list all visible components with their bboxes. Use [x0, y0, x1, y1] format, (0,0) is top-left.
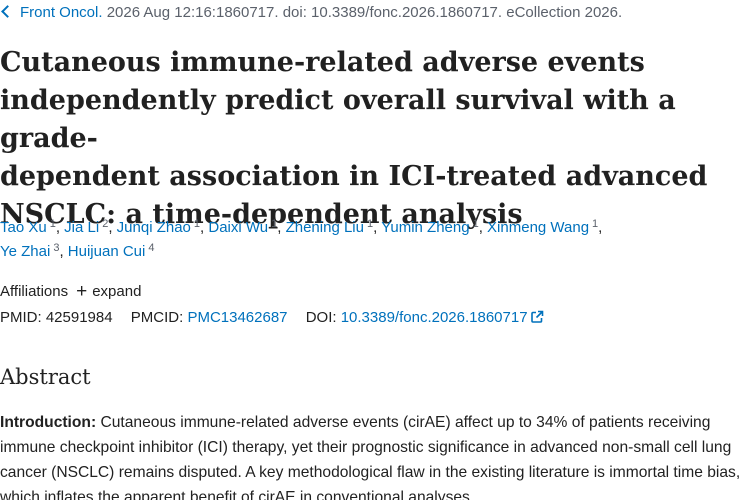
affiliation-ref[interactable]: 1 — [49, 218, 56, 230]
author-link[interactable]: Zhening Liu — [285, 219, 364, 236]
author-link[interactable]: Yumin Zheng — [381, 219, 470, 236]
chevron-left-icon — [1, 5, 14, 18]
author-link[interactable]: Ye Zhai — [0, 243, 51, 260]
author-item: Xinmeng Wang 1 — [487, 218, 599, 237]
introduction-text: Cutaneous immune-related adverse events … — [0, 414, 741, 500]
title-line: NSCLC: a time-dependent analysis — [0, 199, 523, 230]
author-item: Tao Xu 1 — [0, 218, 56, 237]
doi-label: DOI: — [305, 309, 337, 326]
author-link[interactable]: Daixi Wu — [208, 219, 269, 236]
expand-label: expand — [92, 283, 142, 300]
journal-link[interactable]: Front Oncol. — [20, 4, 103, 21]
author-item: Huijuan Cui 4 — [67, 242, 155, 261]
author-link[interactable]: Jia Li — [64, 219, 100, 236]
pmid-label: PMID: — [0, 309, 42, 326]
author-link[interactable]: Junqi Zhao — [116, 219, 191, 236]
citation-line: Front Oncol. 2026 Aug 12:16:1860717. doi… — [0, 4, 622, 21]
affiliation-ref[interactable]: 1 — [271, 218, 278, 230]
affiliation-ref[interactable]: 3 — [53, 242, 60, 254]
affiliation-ref[interactable]: 1 — [366, 218, 374, 230]
title-line: Cutaneous immune-related adverse events — [0, 47, 645, 78]
affiliation-ref[interactable]: 1 — [592, 218, 599, 230]
citation-details: 2026 Aug 12:16:1860717. doi: 10.3389/fon… — [106, 4, 623, 21]
author-item: Jia Li 2 — [64, 218, 109, 237]
affiliation-ref[interactable]: 2 — [102, 218, 109, 230]
affiliation-ref[interactable]: 4 — [148, 242, 155, 254]
pmcid-link[interactable]: PMC13462687 — [187, 309, 288, 326]
title-line: dependent association in ICI-treated adv… — [0, 161, 708, 192]
author-item: Junqi Zhao 1 — [116, 218, 201, 237]
author-link[interactable]: Huijuan Cui — [67, 243, 146, 260]
author-item: Ye Zhai 3 — [0, 242, 60, 261]
identifiers-row: PMID: 42591984 PMCID: PMC13462687 DOI: 1… — [0, 309, 544, 326]
affiliations-toggle[interactable]: Affiliations + expand — [0, 281, 141, 303]
abstract-paragraph: Introduction: Cutaneous immune-related a… — [0, 410, 748, 500]
author-item: Daixi Wu 1 — [208, 218, 278, 237]
article-title: Cutaneous immune-related adverse events … — [0, 44, 750, 234]
affiliation-ref[interactable]: 1 — [472, 218, 479, 230]
author-link[interactable]: Xinmeng Wang — [487, 219, 590, 236]
pmcid-label: PMCID: — [130, 309, 184, 326]
author-link[interactable]: Tao Xu — [0, 219, 47, 236]
external-link-icon[interactable] — [530, 310, 544, 324]
affiliation-ref[interactable]: 1 — [193, 218, 201, 230]
author-list: Tao Xu 1, Jia Li 2, Junqi Zhao 1, Daixi Wu 1… — [0, 218, 603, 261]
doi-link[interactable]: 10.3389/fonc.2026.1860717 — [340, 309, 528, 326]
pmid-value: 42591984 — [45, 309, 113, 326]
affiliations-label: Affiliations — [0, 283, 69, 300]
introduction-label: Introduction: — [0, 414, 97, 431]
title-line: independently predict overall survival w… — [0, 85, 676, 154]
author-item: Zhening Liu 1 — [285, 218, 374, 237]
author-item: Yumin Zheng 1 — [381, 218, 479, 237]
abstract-heading: Abstract — [0, 365, 91, 389]
plus-icon: + — [76, 281, 88, 302]
